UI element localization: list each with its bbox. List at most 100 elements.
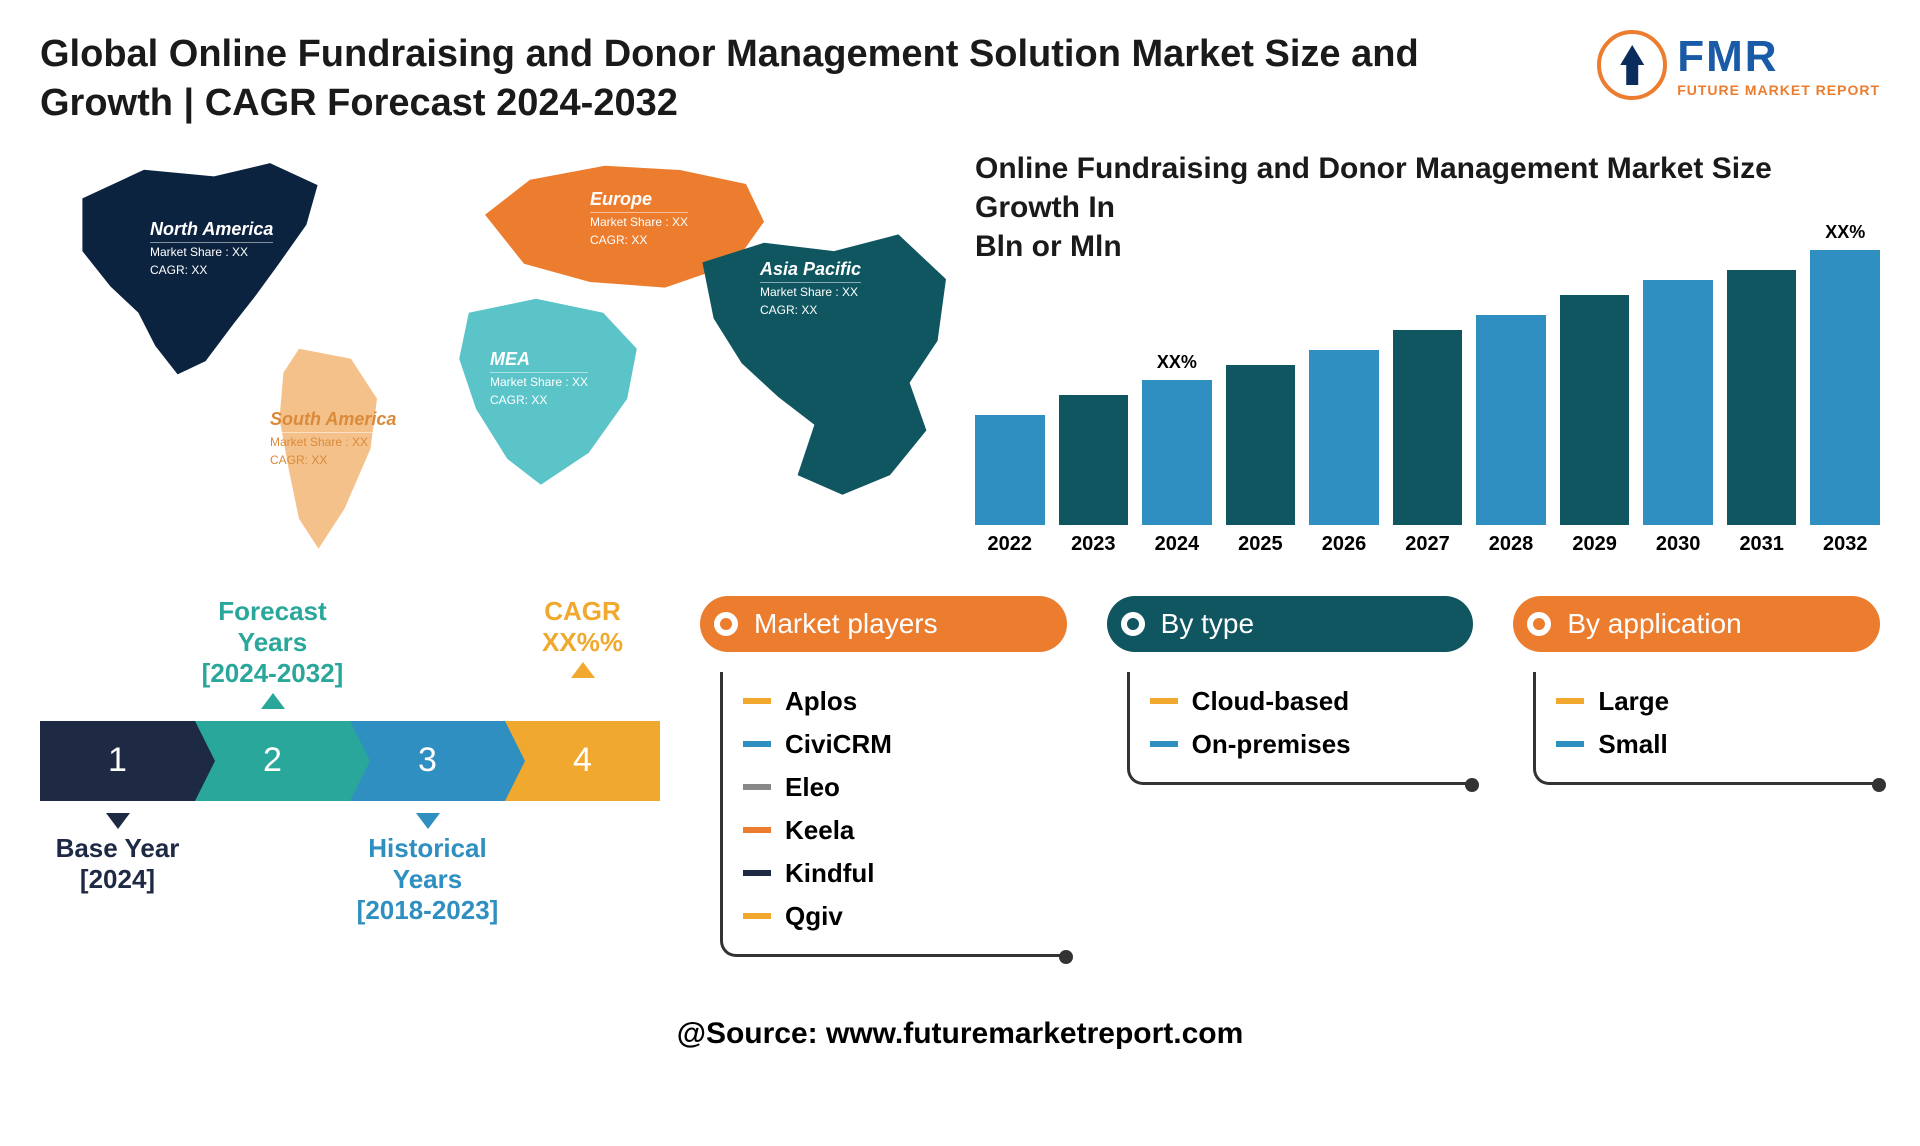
pill-dot-icon [1121,612,1145,636]
bar-annotation: XX% [1825,222,1865,243]
map-region-ap: Asia PacificMarket Share : XXCAGR: XX [760,259,861,317]
logo-sub: FUTURE MARKET REPORT [1677,82,1880,98]
dash-icon [743,913,771,919]
map-region-na: North America Market Share : XX CAGR: XX [150,219,273,277]
timeline-label-title: Historical Years [350,833,505,895]
bar-rect [1476,315,1546,525]
list-item: Eleo [743,766,1067,809]
timeline-label-forecast: Forecast Years[2024-2032] [195,596,350,713]
bar-year-label: 2028 [1489,533,1534,556]
bar-year-label: 2030 [1656,533,1701,556]
bar-year-label: 2024 [1155,533,1200,556]
timeline-label-base: Base Year[2024] [40,809,195,926]
pill-title: Market players [754,608,938,640]
arrow-down-icon [416,813,440,829]
pill-dot-icon [1527,612,1551,636]
list-item-label: Small [1598,729,1667,760]
logo: FMR FUTURE MARKET REPORT [1597,30,1880,100]
timeline-bar: 1234 [40,721,660,801]
bar-rect [1309,350,1379,525]
list-item-label: Eleo [785,772,840,803]
list-item: Kindful [743,852,1067,895]
bar-2029: 2029 [1560,295,1630,556]
logo-main: FMR [1677,32,1880,82]
region-name: North America [150,219,273,240]
bar-year-label: 2031 [1739,533,1784,556]
pill-list: Aplos CiviCRM Eleo Keela KindfulQgiv [720,672,1067,957]
bar-year-label: 2029 [1572,533,1617,556]
timeline-label-title: CAGR [505,596,660,627]
bar-chart: Online Fundraising and Donor Management … [975,149,1880,556]
dash-icon [743,741,771,747]
bar-rect [1560,295,1630,525]
bar-2030: 2030 [1643,280,1713,556]
dash-icon [743,698,771,704]
bar-year-label: 2023 [1071,533,1116,556]
bar-year-label: 2022 [988,533,1033,556]
timeline: Forecast Years[2024-2032] CAGRXX%% 1234 B… [40,596,660,957]
timeline-segment-3: 3 [350,721,505,801]
world-map: North AmericaMarket Share : XXCAGR: XXSo… [40,149,945,529]
bar-annotation: XX% [1157,352,1197,373]
timeline-segment-2: 2 [195,721,350,801]
pill-title: By type [1161,608,1254,640]
timeline-segment-1: 1 [40,721,195,801]
region-share: Market Share : XX [590,212,688,229]
bar-2023: 2023 [1059,395,1129,556]
bar-year-label: 2027 [1405,533,1450,556]
list-item-label: Aplos [785,686,857,717]
timeline-label-sub: [2018-2023] [350,895,505,926]
logo-icon [1597,30,1667,100]
timeline-label-sub: [2024-2032] [195,658,350,689]
logo-text: FMR FUTURE MARKET REPORT [1677,32,1880,98]
bar-2026: 2026 [1309,350,1379,556]
region-cagr: CAGR: XX [270,451,396,467]
pill-header: By application [1513,596,1880,652]
header: Global Online Fundraising and Donor Mana… [40,30,1880,129]
dash-icon [1556,698,1584,704]
timeline-segment-4: 4 [505,721,660,801]
timeline-label-cagr: CAGRXX%% [505,596,660,713]
pill-column-1: By type Cloud-based On-premises [1107,596,1474,957]
bar-rect: XX% [1142,380,1212,525]
timeline-label-sub: XX%% [505,627,660,658]
bar-2027: 2027 [1393,330,1463,556]
list-item-label: Keela [785,815,854,846]
source-attribution: @Source: www.futuremarketreport.com [40,1017,1880,1051]
list-item: Qgiv [743,895,1067,938]
bar-rect: XX% [1810,250,1880,525]
timeline-label-historical: Historical Years[2018-2023] [350,809,505,926]
list-item: Keela [743,809,1067,852]
list-item: Cloud-based [1150,680,1474,723]
bar-2024: XX% 2024 [1142,380,1212,556]
map-region-eu: EuropeMarket Share : XXCAGR: XX [590,189,688,247]
pill-dot-icon [714,612,738,636]
list-item: CiviCRM [743,723,1067,766]
dash-icon [743,870,771,876]
dash-icon [743,827,771,833]
bar-rect [975,415,1045,525]
list-item: Large [1556,680,1880,723]
region-cagr: CAGR: XX [590,231,688,247]
region-share: Market Share : XX [150,242,273,259]
pill-header: Market players [700,596,1067,652]
dash-icon [1556,741,1584,747]
timeline-label-title: Base Year [40,833,195,864]
top-row: North AmericaMarket Share : XXCAGR: XXSo… [40,149,1880,556]
list-item-label: Large [1598,686,1669,717]
region-share: Market Share : XX [760,282,861,299]
bars-container: 2022 2023 XX% 2024 2025 2026 2027 2028 2029 2030 2… [975,276,1880,556]
bar-2022: 2022 [975,415,1045,556]
bar-year-label: 2025 [1238,533,1283,556]
list-item: Aplos [743,680,1067,723]
bar-2032: XX%2032 [1810,250,1880,556]
pill-header: By type [1107,596,1474,652]
region-cagr: CAGR: XX [150,261,273,277]
pill-title: By application [1567,608,1741,640]
pill-column-2: By application Large Small [1513,596,1880,957]
list-item-label: Cloud-based [1192,686,1349,717]
timeline-labels-bottom: Base Year[2024] Historical Years[2018-202… [40,809,660,926]
list-item: On-premises [1150,723,1474,766]
logo-person-icon [1617,45,1647,85]
dash-icon [743,784,771,790]
